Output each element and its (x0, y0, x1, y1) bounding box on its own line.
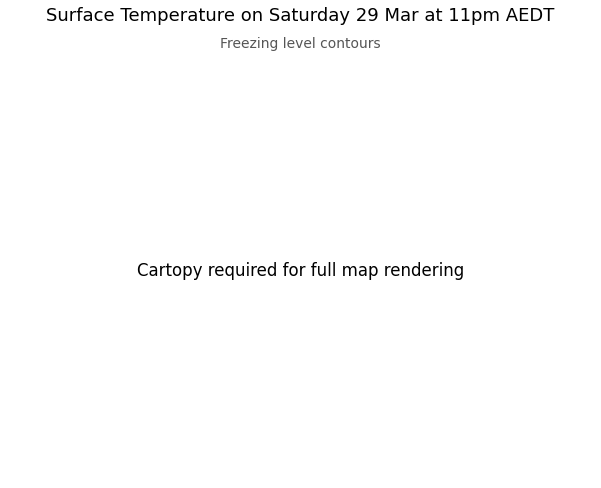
Text: Freezing level contours: Freezing level contours (220, 37, 381, 51)
Text: Cartopy required for full map rendering: Cartopy required for full map rendering (137, 262, 464, 280)
Text: Surface Temperature on Saturday 29 Mar at 11pm AEDT: Surface Temperature on Saturday 29 Mar a… (46, 7, 555, 25)
